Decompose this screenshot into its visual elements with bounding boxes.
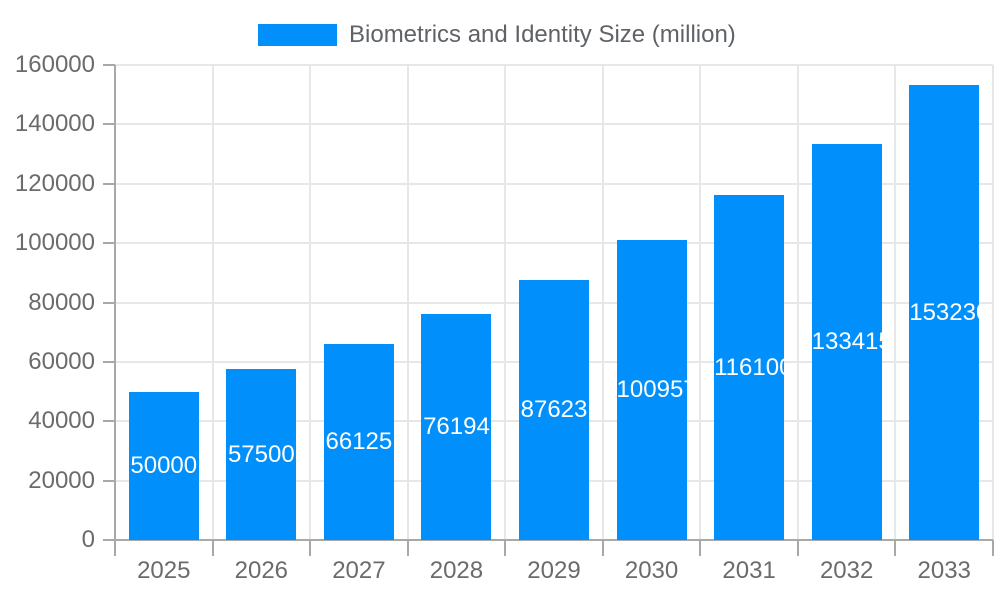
legend-swatch [258, 24, 337, 46]
x-axis-label: 2025 [137, 557, 191, 584]
bar-value-label: 87623 [520, 395, 588, 423]
h-gridline [115, 182, 993, 185]
bar-value-label: 57500 [227, 440, 295, 468]
bar-value-label: 153230 [909, 298, 979, 326]
bar-value-label: 100957 [616, 376, 687, 404]
y-axis-tick [103, 123, 115, 126]
y-axis-label: 60000 [28, 347, 95, 375]
x-axis-tick [406, 540, 409, 556]
x-axis-label: 2029 [527, 557, 581, 584]
y-axis-tick [103, 242, 115, 245]
v-gridline [894, 65, 897, 540]
x-axis-label: 2028 [429, 557, 484, 584]
v-gridline [699, 65, 702, 540]
bar-2030[interactable] [616, 240, 687, 540]
x-axis-label: 2032 [819, 557, 874, 584]
bar-2025[interactable] [128, 391, 199, 540]
y-axis-tick [103, 420, 115, 423]
bar-value-label: 66125 [325, 427, 393, 455]
v-gridline [504, 65, 507, 540]
x-axis-tick [992, 540, 994, 556]
bar-2026[interactable] [226, 369, 297, 540]
y-axis-line [114, 65, 116, 541]
v-gridline [601, 65, 604, 540]
bar-2031[interactable] [714, 195, 785, 540]
v-gridline [211, 65, 214, 540]
bar-2028[interactable] [421, 313, 492, 540]
y-axis-tick [103, 182, 115, 185]
x-axis-tick [114, 540, 116, 556]
y-axis-tick [103, 301, 115, 304]
y-axis-label: 160000 [14, 51, 95, 78]
bar-value-label: 50000 [130, 451, 198, 479]
h-gridline [115, 64, 993, 66]
y-axis-tick [103, 479, 115, 482]
bar-2032[interactable] [811, 143, 882, 540]
v-gridline [406, 65, 409, 540]
y-axis-label: 20000 [28, 466, 95, 494]
y-axis-label: 120000 [14, 169, 95, 197]
y-axis-tick [103, 360, 115, 363]
x-axis-tick [894, 540, 897, 556]
x-axis-label: 2030 [624, 557, 679, 584]
x-axis-tick [504, 540, 507, 556]
y-axis-label: 140000 [14, 110, 95, 138]
y-axis-label: 80000 [28, 288, 95, 316]
x-axis-tick [309, 540, 312, 556]
x-axis-label: 2026 [234, 557, 289, 584]
bar-2033[interactable] [909, 85, 980, 540]
bar-value-label: 116100 [714, 353, 784, 381]
y-axis-label: 100000 [14, 229, 95, 257]
x-axis-line [115, 539, 993, 541]
v-gridline [992, 65, 994, 540]
v-gridline [309, 65, 312, 540]
y-axis-label: 0 [81, 526, 95, 553]
v-gridline [796, 65, 799, 540]
x-axis-tick [796, 540, 799, 556]
h-gridline [115, 123, 993, 126]
y-axis-label: 40000 [28, 407, 95, 435]
h-gridline [115, 242, 993, 245]
legend-label: Biometrics and Identity Size (million) [349, 21, 736, 48]
bar-2027[interactable] [323, 343, 394, 540]
x-axis-tick [699, 540, 702, 556]
bar-value-label: 133415 [811, 327, 882, 355]
y-axis-tick [103, 64, 115, 66]
bar-value-label: 76194 [423, 412, 490, 440]
x-axis-tick [211, 540, 214, 556]
x-axis-label: 2033 [917, 557, 971, 584]
x-axis-label: 2027 [332, 557, 386, 584]
bar-2029[interactable] [519, 279, 589, 540]
x-axis-label: 2031 [722, 557, 776, 584]
legend-item[interactable]: Biometrics and Identity Size (million) [258, 20, 736, 50]
x-axis-tick [601, 540, 604, 556]
y-axis-tick [103, 539, 115, 541]
